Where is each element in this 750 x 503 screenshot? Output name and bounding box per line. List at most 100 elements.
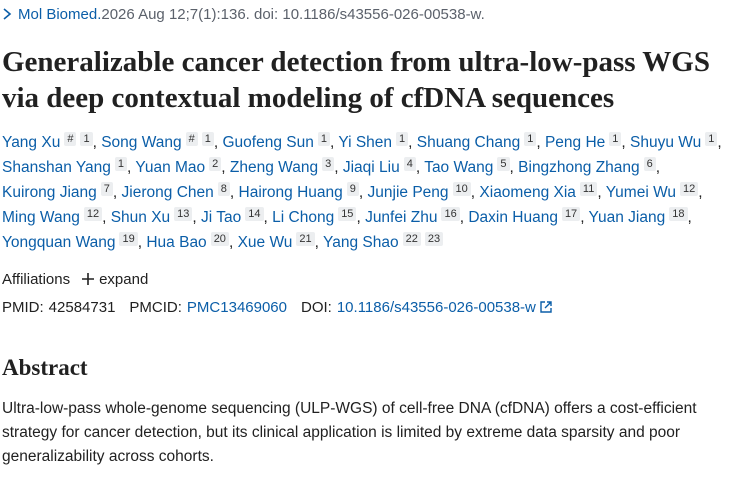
affiliation-ref[interactable]: 1 xyxy=(524,132,537,146)
author-link[interactable]: Yang Shao xyxy=(323,234,399,251)
author-link[interactable]: Ming Wang xyxy=(2,209,80,226)
affiliation-ref[interactable]: 5 xyxy=(497,157,510,171)
pmcid-link[interactable]: PMC13469060 xyxy=(186,298,287,316)
author: Shun Xu 13, xyxy=(110,207,197,226)
author-link[interactable]: Hua Bao xyxy=(146,234,207,251)
affiliation-ref[interactable]: 22 xyxy=(402,232,421,246)
affiliation-ref[interactable]: # xyxy=(64,132,77,146)
affiliation-ref[interactable]: 1 xyxy=(114,157,128,171)
affiliation-ref[interactable]: 1 xyxy=(396,132,409,146)
affiliation-ref[interactable]: 13 xyxy=(174,207,193,221)
article-title: Generalizable cancer detection from ultr… xyxy=(2,46,710,114)
separator: , xyxy=(459,209,465,226)
author-link[interactable]: Xue Wu xyxy=(237,234,293,251)
author-link[interactable]: Guofeng Sun xyxy=(222,134,314,151)
author-link[interactable]: Song Wang xyxy=(101,134,182,151)
author: Jierong Chen 8, xyxy=(121,182,235,201)
affiliations-label: Affiliations xyxy=(2,270,71,288)
affiliation-ref[interactable]: # xyxy=(185,132,198,146)
chevron-icon xyxy=(3,8,12,20)
author-link[interactable]: Tao Wang xyxy=(424,159,494,176)
author: Yi Shen 1, xyxy=(338,132,412,151)
author-link[interactable]: Peng He xyxy=(544,134,606,151)
affiliation-ref[interactable]: 19 xyxy=(119,232,138,246)
affiliation-ref[interactable]: 21 xyxy=(296,232,315,246)
author: Shuyu Wu 1, xyxy=(630,132,722,151)
author: Song Wang #1, xyxy=(101,132,218,151)
affiliation-ref[interactable]: 20 xyxy=(210,232,229,246)
doi-label: DOI: xyxy=(301,298,332,316)
pmid: 42584731 xyxy=(48,298,116,316)
separator: , xyxy=(112,184,118,201)
affiliation-ref[interactable]: 18 xyxy=(669,207,688,221)
author-link[interactable]: Yumei Wu xyxy=(605,184,677,201)
affiliation-ref[interactable]: 15 xyxy=(338,207,357,221)
affiliation-ref[interactable]: 16 xyxy=(441,207,460,221)
author-link[interactable]: Yuan Jiang xyxy=(588,209,666,226)
author-link[interactable]: Yi Shen xyxy=(338,134,393,151)
affiliation-ref[interactable]: 23 xyxy=(424,232,444,246)
separator: , xyxy=(356,209,361,226)
affiliation-ref[interactable]: 12 xyxy=(83,207,103,221)
affiliation-ref[interactable]: 17 xyxy=(561,207,581,221)
affiliation-ref[interactable]: 7 xyxy=(100,182,113,196)
affiliation-ref[interactable]: 1 xyxy=(609,132,622,146)
author-link[interactable]: Shuang Chang xyxy=(416,134,521,151)
author-link[interactable]: Shun Xu xyxy=(110,209,171,226)
separator: , xyxy=(358,184,364,201)
author: Junfei Zhu 16, xyxy=(365,207,465,226)
author-link[interactable]: Yuan Mao xyxy=(135,159,206,176)
external-link-icon[interactable] xyxy=(539,300,553,314)
citation: Mol Biomed. 2026 Aug 12;7(1):136. doi: 1… xyxy=(2,3,744,25)
author-link[interactable]: Bingzhong Zhang xyxy=(518,159,640,176)
affiliation-ref[interactable]: 8 xyxy=(217,182,230,196)
separator: , xyxy=(655,159,661,176)
affiliation-ref[interactable]: 3 xyxy=(322,157,335,171)
author: Tao Wang 5, xyxy=(424,157,514,176)
separator: , xyxy=(470,184,476,201)
author: Li Chong 15, xyxy=(272,207,361,226)
author-link[interactable]: Hairong Huang xyxy=(238,184,343,201)
affiliation-ref[interactable]: 4 xyxy=(403,157,416,171)
separator: , xyxy=(92,134,97,151)
separator: , xyxy=(137,234,143,251)
author: Bingzhong Zhang 6, xyxy=(518,157,661,176)
affiliation-ref[interactable]: 1 xyxy=(80,132,93,146)
affiliation-ref[interactable]: 2 xyxy=(209,157,222,171)
author-link[interactable]: Yang Xu xyxy=(2,134,61,151)
affiliation-ref[interactable]: 1 xyxy=(201,132,214,146)
author: Junjie Peng 10, xyxy=(367,182,476,201)
author-link[interactable]: Daxin Huang xyxy=(468,209,558,226)
author-link[interactable]: Li Chong xyxy=(272,209,335,226)
author-link[interactable]: Shanshan Yang xyxy=(2,159,111,176)
affiliation-ref[interactable]: 6 xyxy=(643,157,656,171)
affiliation-ref[interactable]: 14 xyxy=(245,207,264,221)
affiliation-ref[interactable]: 10 xyxy=(452,182,471,196)
affiliation-ref[interactable]: 9 xyxy=(346,182,359,196)
separator: , xyxy=(102,209,107,226)
affiliation-ref[interactable]: 1 xyxy=(317,132,330,146)
body: Mol Biomed. 2026 Aug 12;7(1):136. doi: 1… xyxy=(0,3,750,503)
author-link[interactable]: Ji Tao xyxy=(201,209,242,226)
author-link[interactable]: Jiaqi Liu xyxy=(342,159,400,176)
journal-link[interactable]: Mol Biomed. xyxy=(18,5,102,23)
expand-button[interactable]: expand xyxy=(99,270,149,288)
author-link[interactable]: Junjie Peng xyxy=(367,184,449,201)
affiliations: Affiliations expand xyxy=(2,267,744,291)
author: Yuan Mao 2, xyxy=(135,157,226,176)
author-link[interactable]: Junfei Zhu xyxy=(365,209,438,226)
author-link[interactable]: Yongquan Wang xyxy=(2,234,116,251)
author-link[interactable]: Jierong Chen xyxy=(121,184,214,201)
author-link[interactable]: Kuirong Jiang xyxy=(2,184,97,201)
affiliation-ref[interactable]: 1 xyxy=(705,132,718,146)
separator: , xyxy=(698,184,703,201)
author-link[interactable]: Shuyu Wu xyxy=(630,134,702,151)
author-link[interactable]: Zheng Wang xyxy=(229,159,319,176)
separator: , xyxy=(229,184,235,201)
plus-icon[interactable] xyxy=(82,273,95,285)
affiliation-ref[interactable]: 11 xyxy=(579,182,598,196)
doi-link[interactable]: 10.1186/s43556-026-00538-w xyxy=(336,298,536,316)
affiliation-ref[interactable]: 12 xyxy=(680,182,699,196)
author-link[interactable]: Xiaomeng Xia xyxy=(479,184,576,201)
